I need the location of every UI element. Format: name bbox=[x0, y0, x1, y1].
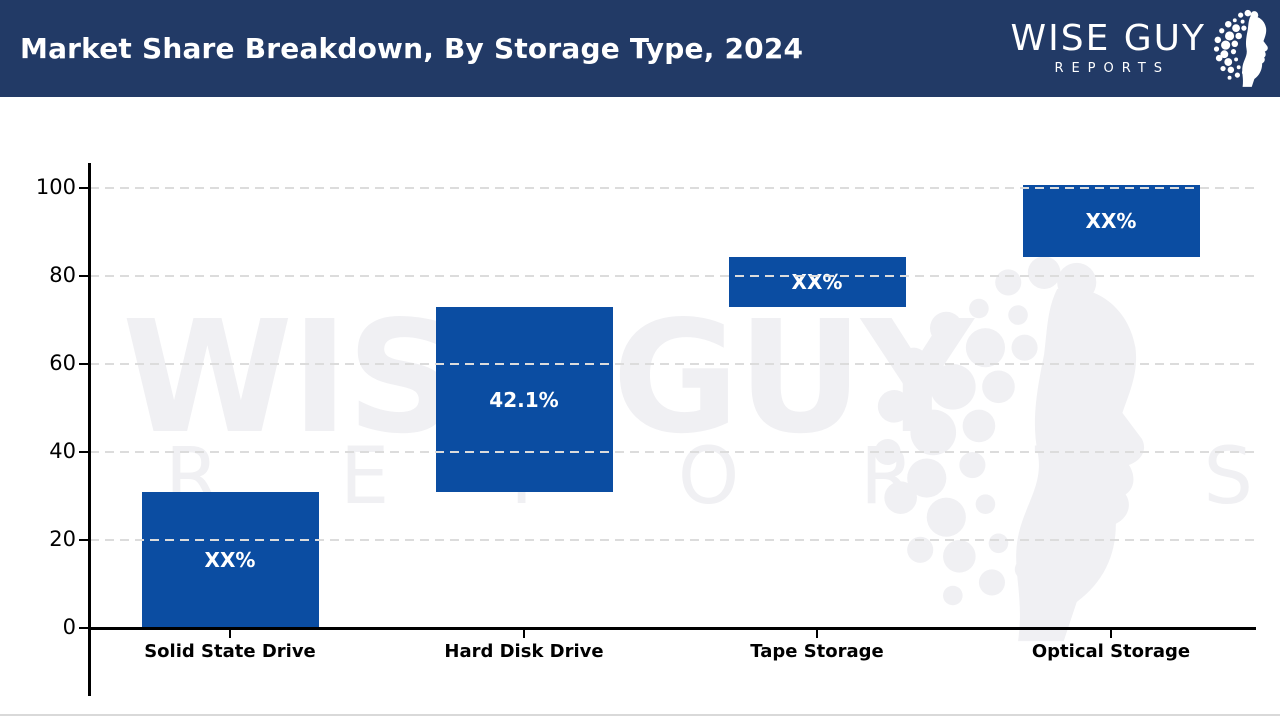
bottom-divider bbox=[0, 714, 1280, 716]
x-tick-2 bbox=[816, 629, 818, 638]
wiseguy-reports-label: REPORTS bbox=[1054, 61, 1171, 76]
y-tick-label-80: 80 bbox=[49, 262, 76, 287]
bar-value-label: XX% bbox=[791, 269, 843, 294]
y-tick-60 bbox=[79, 362, 88, 365]
y-tick-20 bbox=[79, 538, 88, 541]
bar-value-label: 42.1% bbox=[489, 387, 559, 412]
header-bar: Market Share Breakdown, By Storage Type,… bbox=[0, 0, 1280, 97]
wiseguy-logo-text: WISE GUY REPORTS bbox=[1010, 18, 1207, 77]
x-tick-3 bbox=[1110, 629, 1112, 638]
gridline-100 bbox=[90, 186, 1256, 189]
x-tick-1 bbox=[523, 629, 525, 638]
y-tick-label-100: 100 bbox=[35, 174, 76, 199]
page-title: Market Share Breakdown, By Storage Type,… bbox=[20, 32, 804, 65]
bar-tape-storage: XX% bbox=[728, 256, 906, 308]
x-tick-label-2: Tape Storage bbox=[750, 640, 884, 662]
bar-hard-disk-drive: 42.1% bbox=[435, 307, 613, 493]
x-tick-label-1: Hard Disk Drive bbox=[444, 640, 604, 662]
y-tick-label-40: 40 bbox=[49, 438, 76, 463]
y-tick-label-0: 0 bbox=[62, 614, 76, 639]
y-tick-80 bbox=[79, 274, 88, 277]
wiseguy-head-logo-icon bbox=[1213, 9, 1268, 87]
gridline-80 bbox=[90, 274, 1256, 277]
y-tick-40 bbox=[79, 450, 88, 453]
x-tick-label-0: Solid State Drive bbox=[144, 640, 316, 662]
x-tick-label-3: Optical Storage bbox=[1031, 640, 1191, 662]
gridline-20 bbox=[90, 538, 1256, 541]
bar-value-label: XX% bbox=[1085, 208, 1137, 233]
wiseguy-logo: WISE GUY REPORTS bbox=[1011, 0, 1271, 97]
y-axis-spine bbox=[88, 163, 91, 696]
x-axis-spine bbox=[88, 626, 1256, 630]
y-tick-label-20: 20 bbox=[49, 526, 76, 551]
gridline-40 bbox=[90, 450, 1256, 453]
y-tick-label-60: 60 bbox=[49, 350, 76, 375]
bar-value-label: XX% bbox=[204, 547, 256, 572]
chart-area: WISE GUY R E P O R T S 0 20 40 60 80 100 XX% 42… bbox=[0, 97, 1280, 720]
x-tick-0 bbox=[229, 629, 231, 638]
wiseguy-wordmark: WISE GUY bbox=[1010, 18, 1206, 59]
bar-solid-state-drive: XX% bbox=[141, 492, 319, 628]
bar-optical-storage: XX% bbox=[1022, 185, 1200, 257]
y-tick-0 bbox=[79, 626, 88, 629]
gridline-60 bbox=[90, 362, 1256, 365]
y-tick-100 bbox=[79, 186, 88, 189]
